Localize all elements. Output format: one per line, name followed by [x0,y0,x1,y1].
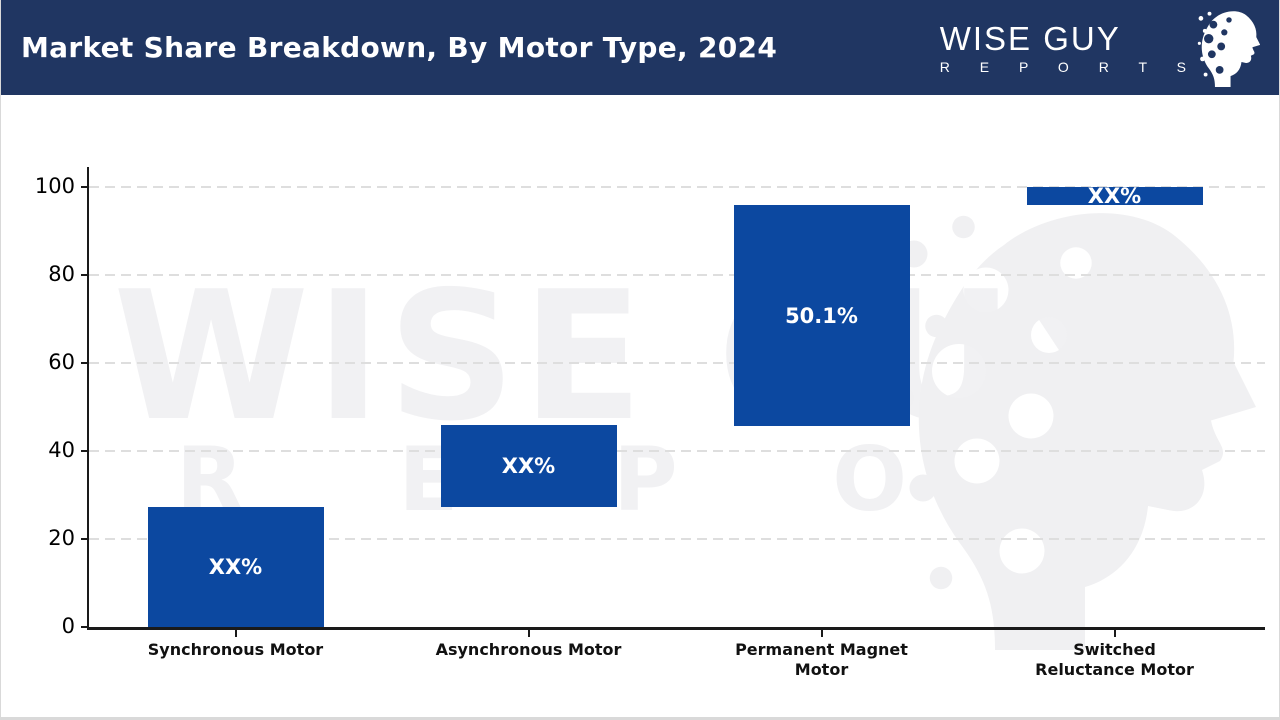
y-gridline [89,538,1265,540]
x-tick-mark [820,630,823,637]
y-tick-mark [81,450,89,452]
x-category-label: Permanent Magnet Motor [735,640,908,679]
x-category-label: Switched Reluctance Motor [1035,640,1194,679]
x-category-label: Asynchronous Motor [435,640,622,659]
bar-value-label: XX% [501,453,556,478]
y-tick-label: 40 [48,438,75,462]
y-tick-label: 0 [61,614,75,638]
bar-value-label: XX% [1087,184,1142,209]
y-gridline [89,274,1265,276]
y-gridline [89,450,1265,452]
y-tick-label: 80 [48,262,75,286]
bar-2: XX% [440,425,617,507]
x-tick-mark [234,630,237,637]
logo-subtext: R E P O R T S [939,58,1199,75]
x-tick-mark [1113,630,1116,637]
y-gridline [89,186,1265,188]
y-tick-mark [81,186,89,188]
y-tick-mark [81,538,89,540]
bar-value-label: XX% [208,554,263,579]
wiseguy-logo: WISE GUY R E P O R T S [940,9,1265,87]
bar-1: XX% [147,506,324,627]
logo-wordmark: WISE GUY [939,19,1121,57]
x-category-label: Synchronous Motor [147,640,324,659]
x-axis [87,627,1265,630]
y-tick-mark [81,626,89,628]
y-tick-label: 100 [34,174,75,198]
bar-4: XX% [1026,184,1203,209]
report-title: Market Share Breakdown, By Motor Type, 2… [21,31,778,64]
header-bar: Market Share Breakdown, By Motor Type, 2… [1,0,1279,95]
bar-3: 50.1% [733,205,910,426]
y-gridline [89,362,1265,364]
y-tick-label: 20 [48,526,75,550]
y-axis [87,167,89,629]
y-tick-mark [81,274,89,276]
x-tick-mark [527,630,530,637]
y-tick-mark [81,362,89,364]
y-tick-label: 60 [48,350,75,374]
bar-value-label: 50.1% [785,303,858,328]
